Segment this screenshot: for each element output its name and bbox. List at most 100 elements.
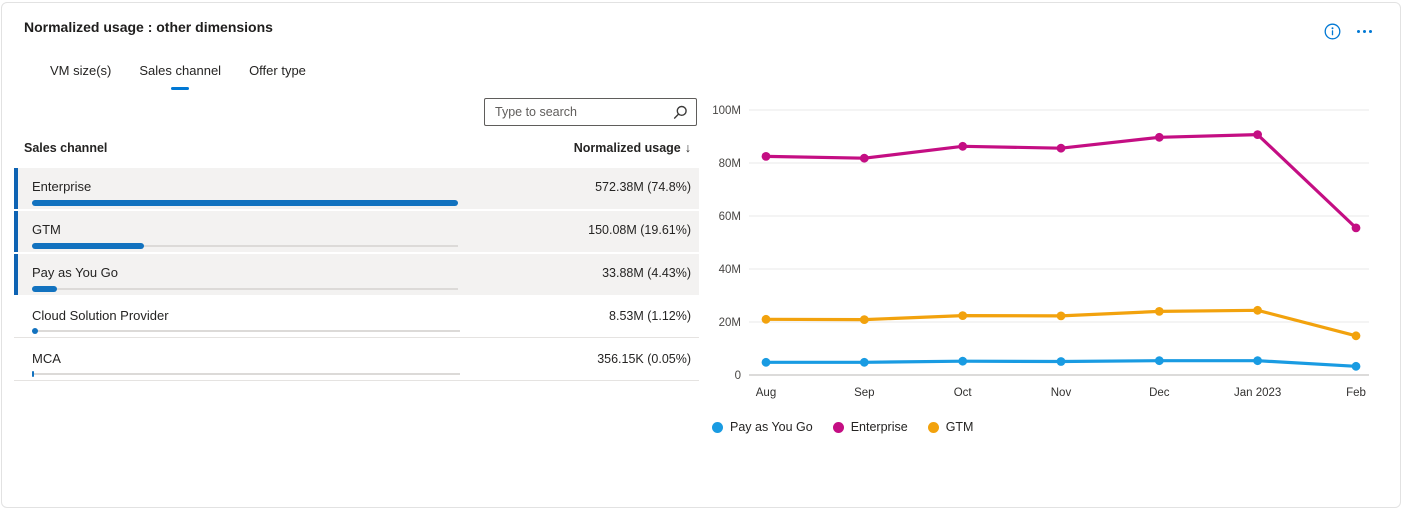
x-axis-tick-label: Sep — [854, 387, 874, 399]
tab-vm-size-s[interactable]: VM size(s) — [50, 63, 111, 90]
table-row-enterprise[interactable]: Enterprise 572.38M (74.8%) — [14, 168, 699, 209]
legend-dot-icon — [927, 421, 939, 433]
data-point — [761, 314, 771, 324]
more-options-icon[interactable] — [1357, 26, 1372, 37]
sales-channel-table: Sales channel Normalized usage ↓ Enterpri… — [14, 137, 699, 383]
dimension-tab-bar: VM size(s) Sales channel Offer type — [50, 63, 306, 90]
usage-bar-track — [32, 245, 458, 247]
sort-descending-icon: ↓ — [684, 141, 691, 155]
x-axis-tick-label: Dec — [1149, 387, 1170, 399]
legend-label: Enterprise — [850, 420, 908, 434]
column-header-dimension[interactable]: Sales channel — [24, 141, 108, 155]
y-axis-tick-label: 0 — [735, 370, 741, 382]
tab-label: Sales channel — [139, 63, 222, 78]
x-axis-tick-label: Jan 2023 — [1234, 387, 1281, 399]
data-point — [859, 153, 869, 163]
usage-bar-track — [32, 288, 458, 290]
data-point — [1351, 223, 1361, 233]
search-box — [484, 98, 697, 126]
usage-bar-fill — [32, 371, 34, 377]
row-label: MCA — [32, 351, 61, 366]
tab-label: VM size(s) — [50, 63, 112, 78]
row-value: 572.38M (74.8%) — [595, 180, 691, 194]
data-point — [761, 357, 771, 367]
series-gtm — [761, 305, 1361, 341]
x-axis-tick-label: Aug — [756, 387, 776, 399]
table-row-cloud-solution-provider[interactable]: Cloud Solution Provider 8.53M (1.12%) — [14, 297, 699, 338]
data-point — [1351, 361, 1361, 371]
x-axis-tick-label: Feb — [1346, 387, 1366, 399]
series-enterprise — [761, 130, 1361, 233]
y-axis-tick-label: 20M — [719, 317, 741, 329]
usage-bar-track — [32, 373, 461, 375]
legend-item-enterprise[interactable]: Enterprise — [832, 420, 908, 434]
row-label: Cloud Solution Provider — [32, 308, 169, 323]
x-axis-tick-label: Oct — [954, 387, 973, 399]
y-axis-tick-label: 40M — [719, 264, 741, 276]
usage-bar-track — [32, 330, 461, 332]
row-value: 356.15K (0.05%) — [597, 352, 691, 366]
table-row-gtm[interactable]: GTM 150.08M (19.61%) — [14, 211, 699, 252]
usage-trend-chart: 0 20M 40M 60M 80M 100M Aug Sep Oct Nov Dec Jan 2023… — [700, 91, 1392, 434]
row-value: 8.53M (1.12%) — [609, 309, 691, 323]
data-point — [1253, 130, 1262, 139]
table-header-row: Sales channel Normalized usage ↓ — [14, 137, 699, 159]
legend-dot-icon — [832, 421, 844, 433]
data-point — [761, 152, 771, 161]
data-point — [1056, 143, 1066, 153]
data-point — [1154, 356, 1164, 366]
card-header-icons — [1324, 21, 1372, 41]
info-icon[interactable] — [1324, 23, 1341, 40]
data-point — [1154, 307, 1164, 316]
usage-bar-fill — [32, 286, 58, 292]
row-value: 150.08M (19.61%) — [588, 223, 691, 237]
legend-label: Pay as You Go — [730, 420, 813, 434]
search-input[interactable] — [485, 99, 673, 125]
y-axis-tick-label: 100M — [712, 105, 741, 117]
legend-dot-icon — [712, 421, 723, 433]
data-point — [958, 356, 968, 366]
table-row-pay-as-you-go[interactable]: Pay as You Go 33.88M (4.43%) — [14, 254, 699, 295]
data-point — [859, 357, 869, 367]
data-point — [1253, 356, 1262, 366]
legend-label: GTM — [945, 420, 974, 434]
data-point — [859, 315, 869, 324]
line-chart-canvas: 0 20M 40M 60M 80M 100M Aug Sep Oct Nov Dec Jan 2023… — [712, 105, 1369, 399]
table-body: Enterprise 572.38M (74.8%) GTM 150.08M (19.… — [14, 168, 699, 381]
data-point — [1253, 305, 1262, 315]
data-point — [958, 141, 968, 151]
data-point — [1056, 311, 1066, 321]
row-label: Enterprise — [32, 179, 92, 194]
usage-bar — [32, 371, 461, 377]
table-row-mca[interactable]: MCA 356.15K (0.05%) — [14, 340, 699, 381]
column-header-metric-label: Normalized usage — [573, 141, 681, 155]
data-point — [1351, 331, 1361, 341]
row-label: Pay as You Go — [32, 265, 119, 280]
column-header-metric[interactable]: Normalized usage ↓ — [574, 139, 691, 157]
x-axis-tick-label: Nov — [1051, 387, 1072, 399]
usage-bar-fill — [32, 243, 144, 249]
data-point — [1154, 132, 1164, 142]
legend-item-pay-as-you-go[interactable]: Pay as You Go — [712, 420, 813, 434]
y-axis-tick-label: 60M — [719, 211, 741, 223]
chart-legend: Pay as You Go Enterprise GTM — [712, 420, 1392, 434]
usage-bar-fill — [32, 200, 458, 206]
usage-bar-fill — [32, 328, 39, 334]
y-axis-tick-label: 80M — [719, 158, 741, 170]
search-icon[interactable] — [673, 105, 696, 120]
tab-offer-type[interactable]: Offer type — [249, 63, 306, 90]
usage-bar — [32, 286, 458, 292]
row-label: GTM — [32, 222, 61, 237]
legend-item-gtm[interactable]: GTM — [927, 420, 974, 434]
tab-label: Offer type — [249, 63, 306, 78]
row-value: 33.88M (4.43%) — [602, 266, 691, 280]
usage-bar — [32, 200, 458, 206]
data-point — [958, 311, 968, 320]
series-pay-as-you-go — [761, 356, 1361, 371]
tab-sales-channel[interactable]: Sales channel — [139, 63, 221, 90]
data-point — [1056, 357, 1066, 366]
usage-bar — [32, 243, 458, 249]
usage-bar — [32, 328, 461, 334]
page-title: Normalized usage : other dimensions — [24, 19, 273, 35]
